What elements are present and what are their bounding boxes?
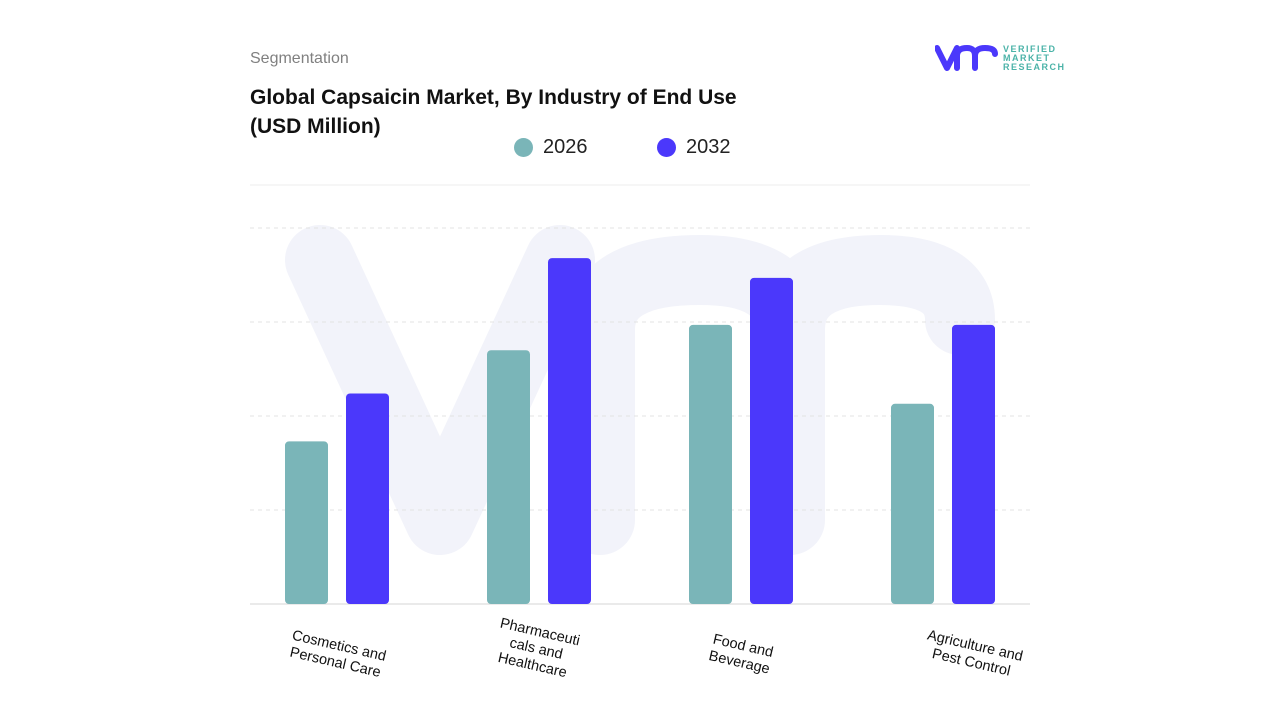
logo-text: VERIFIED MARKET RESEARCH [1003, 43, 1066, 72]
bar-2032 [750, 277, 793, 604]
bar-2026 [891, 403, 934, 604]
legend-label: 2032 [686, 136, 731, 158]
section-label: Segmentation [250, 50, 349, 67]
legend-label: 2026 [543, 136, 588, 158]
legend-swatch [514, 138, 533, 157]
bar-2026 [285, 441, 328, 604]
bar-2032 [952, 324, 995, 604]
vmr-logo: VERIFIED MARKET RESEARCH [935, 44, 1066, 72]
bar-2026 [689, 324, 732, 604]
chart-title: Global Capsaicin Market, By Industry of … [250, 86, 737, 138]
bar-2032 [548, 258, 591, 604]
bar-2026 [487, 350, 530, 604]
watermark [285, 225, 995, 555]
legend-item-2032: 2032 [657, 136, 800, 159]
bar-2032 [346, 393, 389, 604]
vmr-logo-icon [935, 45, 998, 71]
legend-swatch [657, 138, 676, 157]
legend-item-2026: 2026 [514, 136, 657, 159]
legend: 2026 2032 [514, 136, 800, 159]
